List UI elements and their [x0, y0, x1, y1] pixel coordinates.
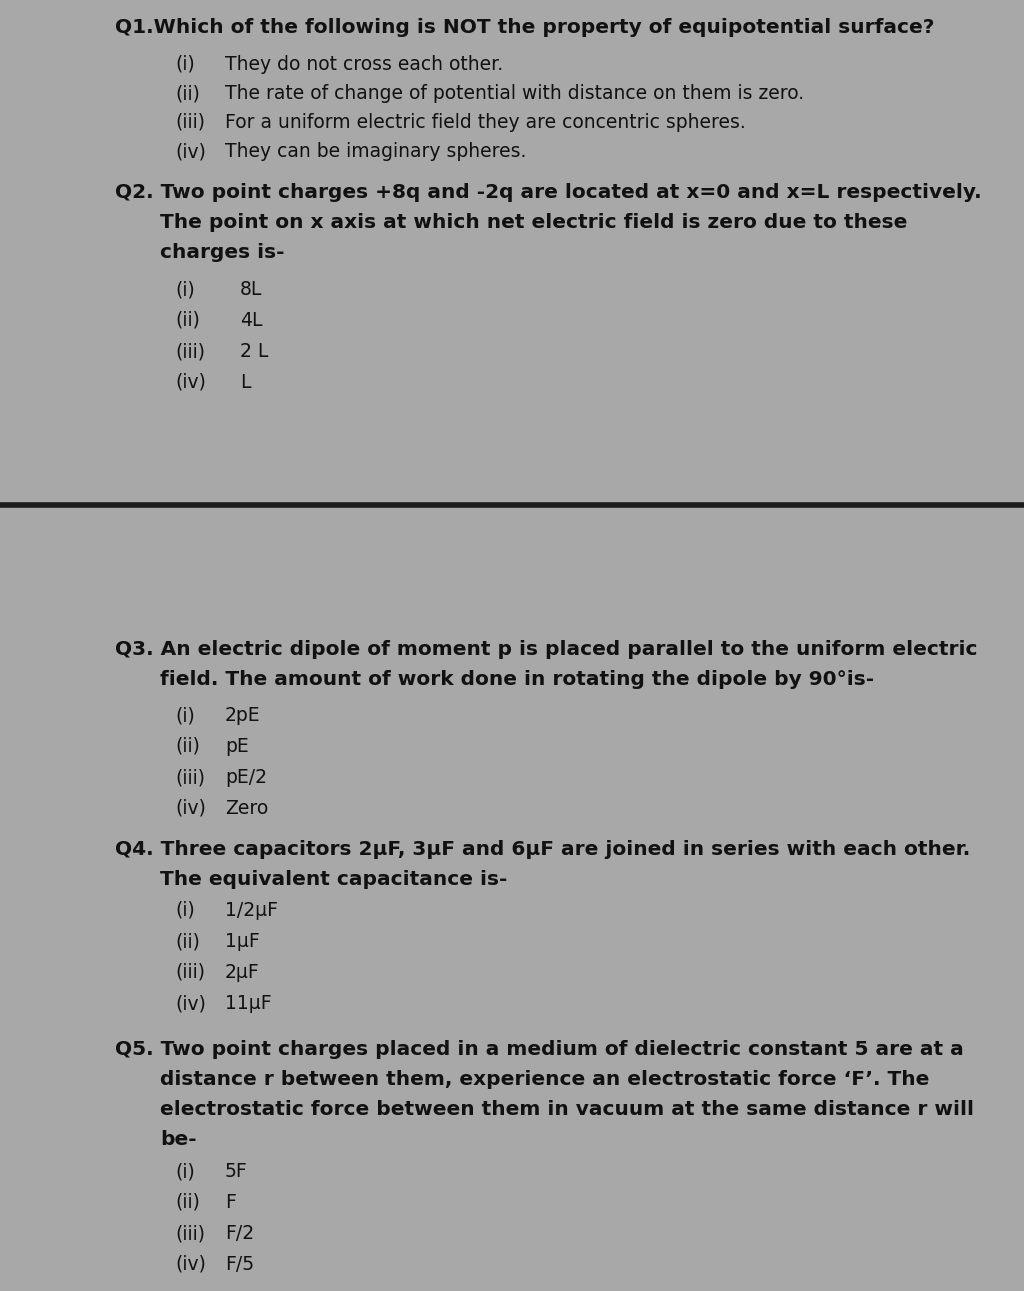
Text: distance r between them, experience an electrostatic force ‘F’. The: distance r between them, experience an e… [160, 1070, 930, 1090]
Text: 1/2μF: 1/2μF [225, 901, 278, 920]
Text: (iv): (iv) [175, 1255, 206, 1274]
Text: (iii): (iii) [175, 342, 205, 361]
Text: 11μF: 11μF [225, 994, 271, 1013]
Text: L: L [240, 373, 251, 392]
Text: (iii): (iii) [175, 768, 205, 788]
Text: pE/2: pE/2 [225, 768, 267, 788]
Text: Q2. Two point charges +8q and -2q are located at x=0 and x=L respectively.: Q2. Two point charges +8q and -2q are lo… [115, 183, 982, 201]
Text: (i): (i) [175, 706, 195, 726]
Text: The rate of change of potential with distance on them is zero.: The rate of change of potential with dis… [225, 84, 804, 103]
Text: They can be imaginary spheres.: They can be imaginary spheres. [225, 142, 526, 161]
Text: pE: pE [225, 737, 249, 757]
Text: (iv): (iv) [175, 994, 206, 1013]
Text: (ii): (ii) [175, 932, 200, 951]
Text: charges is-: charges is- [160, 243, 285, 262]
Text: 4L: 4L [240, 311, 262, 330]
Text: (i): (i) [175, 901, 195, 920]
Text: The equivalent capacitance is-: The equivalent capacitance is- [160, 870, 507, 889]
Text: (iv): (iv) [175, 142, 206, 161]
Text: (i): (i) [175, 280, 195, 300]
Text: F/2: F/2 [225, 1224, 254, 1243]
Text: 8L: 8L [240, 280, 262, 300]
Text: (iv): (iv) [175, 373, 206, 392]
Text: 2pE: 2pE [225, 706, 261, 726]
Text: (ii): (ii) [175, 737, 200, 757]
Text: For a uniform electric field they are concentric spheres.: For a uniform electric field they are co… [225, 114, 745, 132]
Text: Q1.Which of the following is NOT the property of equipotential surface?: Q1.Which of the following is NOT the pro… [115, 18, 934, 37]
Text: (ii): (ii) [175, 84, 200, 103]
Text: (ii): (ii) [175, 1193, 200, 1212]
Text: (iii): (iii) [175, 963, 205, 982]
Text: Q4. Three capacitors 2μF, 3μF and 6μF are joined in series with each other.: Q4. Three capacitors 2μF, 3μF and 6μF ar… [115, 840, 971, 859]
Text: 1μF: 1μF [225, 932, 260, 951]
Text: electrostatic force between them in vacuum at the same distance r will: electrostatic force between them in vacu… [160, 1100, 974, 1119]
Text: 2μF: 2μF [225, 963, 260, 982]
Text: (i): (i) [175, 56, 195, 74]
Text: (ii): (ii) [175, 311, 200, 330]
Text: 2 L: 2 L [240, 342, 268, 361]
Text: 5F: 5F [225, 1162, 248, 1181]
Text: F/5: F/5 [225, 1255, 254, 1274]
Text: (iii): (iii) [175, 114, 205, 132]
Text: (i): (i) [175, 1162, 195, 1181]
Text: (iii): (iii) [175, 1224, 205, 1243]
Text: The point on x axis at which net electric field is zero due to these: The point on x axis at which net electri… [160, 213, 907, 232]
Text: (iv): (iv) [175, 799, 206, 818]
Text: Zero: Zero [225, 799, 268, 818]
Text: be-: be- [160, 1130, 197, 1149]
Text: They do not cross each other.: They do not cross each other. [225, 56, 503, 74]
Text: Q5. Two point charges placed in a medium of dielectric constant 5 are at a: Q5. Two point charges placed in a medium… [115, 1041, 964, 1059]
Text: field. The amount of work done in rotating the dipole by 90°is-: field. The amount of work done in rotati… [160, 670, 874, 689]
Text: F: F [225, 1193, 236, 1212]
Text: Q3. An electric dipole of moment p is placed parallel to the uniform electric: Q3. An electric dipole of moment p is pl… [115, 640, 978, 658]
